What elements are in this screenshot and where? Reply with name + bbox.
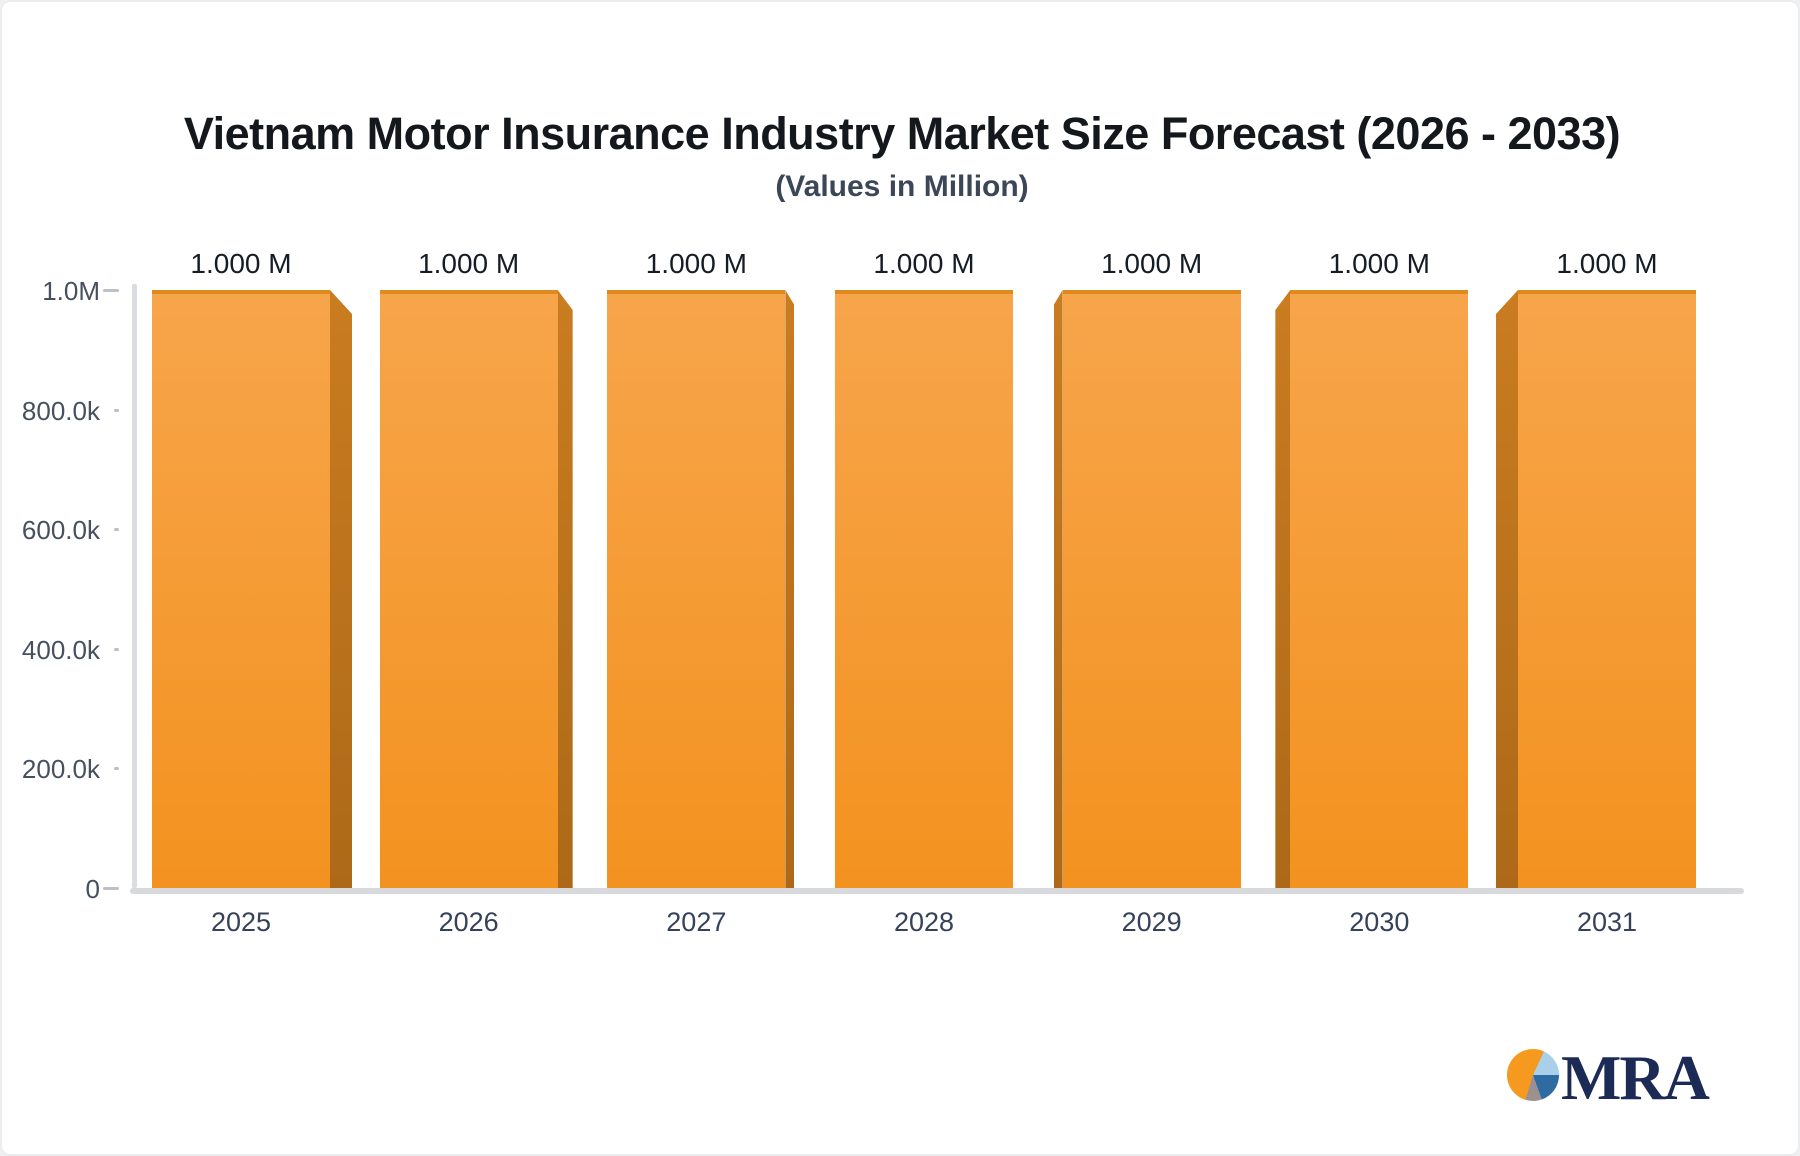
bar-3d-side-2027 [785,290,795,888]
bar-value-label-2026: 1.000 M [418,248,520,279]
bar-2026[interactable] [379,290,558,888]
y-tick-label-200.0k: 200.0k [21,754,100,785]
x-tick-label-2025: 2025 [210,907,272,937]
x-tick-label-2030: 2030 [1349,907,1410,937]
bar-2030[interactable] [1290,290,1469,888]
bar-3d-side-2029 [1053,290,1063,888]
bar-value-label-2030: 1.000 M [1328,248,1430,279]
bar-2028[interactable] [835,290,1013,888]
y-tick-mark [103,887,119,890]
x-tick-label-2029: 2029 [1121,907,1182,937]
bar-value-label-2029: 1.000 M [1101,248,1203,279]
bar-2027[interactable] [607,290,786,888]
y-tick-mark [114,647,119,651]
bar-3d-side-2031 [1496,290,1518,888]
y-tick-label-1.0M: 1.0M [42,276,100,306]
x-tick-label-2028: 2028 [893,907,955,937]
bar-value-label-2031: 1.000 M [1556,248,1658,279]
bar-value-label-2028: 1.000 M [873,248,975,279]
y-tick-mark [114,528,119,532]
y-tick-mark [114,408,119,412]
y-tick-mark [103,289,119,292]
y-tick-label-800.0k: 800.0k [21,395,100,426]
y-tick-label-600.0k: 600.0k [21,515,100,546]
bar-2025[interactable] [152,290,330,888]
y-tick-label-0: 0 [85,874,100,904]
chart-subtitle: (Values in Million) [775,170,1029,203]
x-tick-label-2027: 2027 [666,907,727,937]
pie-chart-logo-icon [1507,1049,1559,1101]
y-tick-label-400.0k: 400.0k [21,634,100,665]
bar-2029[interactable] [1062,290,1241,888]
logo-text: MRA [1561,1042,1710,1113]
y-tick-mark [114,767,119,771]
bar-2031[interactable] [1518,290,1696,888]
mra-logo: MRA [1507,1038,1767,1118]
bar-value-label-2027: 1.000 M [645,248,747,279]
y-axis-line [132,284,137,888]
x-tick-label-2026: 2026 [438,907,499,937]
bar-value-label-2025: 1.000 M [190,248,292,279]
chart-title: Vietnam Motor Insurance Industry Market … [183,108,1621,159]
bar-3d-side-2025 [330,290,352,888]
x-axis-line [130,888,1744,894]
bar-3d-side-2026 [557,290,573,888]
x-tick-label-2031: 2031 [1576,907,1638,937]
bar-3d-side-2030 [1275,290,1291,888]
